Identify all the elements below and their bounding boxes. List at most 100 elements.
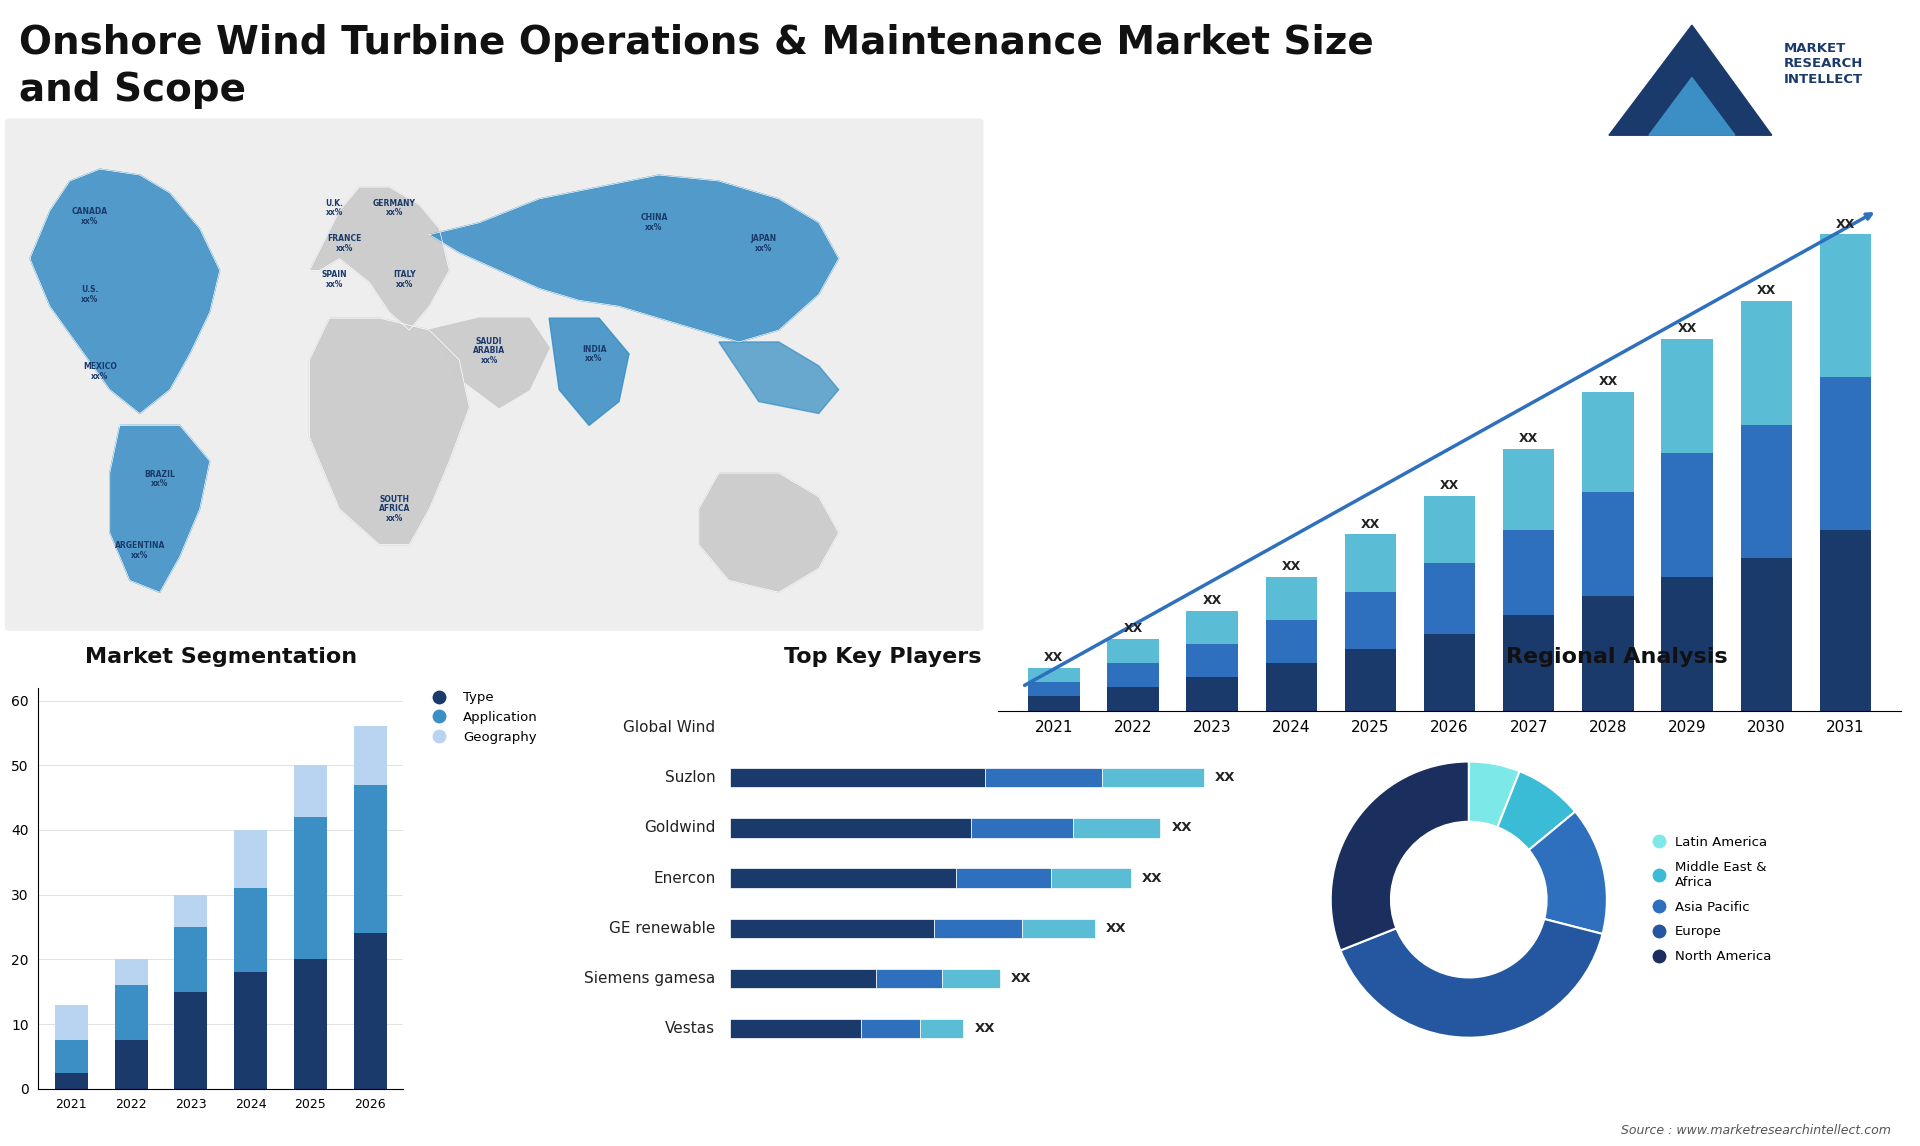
Bar <box>1661 578 1713 711</box>
Bar <box>1344 591 1396 649</box>
Bar <box>730 869 956 888</box>
Bar <box>1265 620 1317 662</box>
Bar <box>294 766 326 817</box>
Text: XX: XX <box>1123 622 1142 635</box>
Polygon shape <box>109 425 209 592</box>
Legend: Type, Application, Geography: Type, Application, Geography <box>420 686 543 749</box>
Text: Global Wind: Global Wind <box>624 720 716 736</box>
Text: CHINA
xx%: CHINA xx% <box>639 213 668 233</box>
Bar <box>1187 611 1238 644</box>
Bar <box>353 785 386 934</box>
Polygon shape <box>1649 78 1736 135</box>
Bar <box>1820 377 1872 529</box>
Text: Onshore Wind Turbine Operations & Maintenance Market Size
and Scope: Onshore Wind Turbine Operations & Mainte… <box>19 24 1375 109</box>
Bar <box>294 817 326 959</box>
Text: Vestas: Vestas <box>664 1021 716 1036</box>
Bar <box>175 895 207 927</box>
Polygon shape <box>309 187 449 330</box>
Text: MEXICO
xx%: MEXICO xx% <box>83 362 117 382</box>
Text: XX: XX <box>973 1022 995 1035</box>
Bar <box>353 934 386 1089</box>
Bar <box>1582 492 1634 596</box>
Bar <box>1820 529 1872 711</box>
Text: FRANCE
xx%: FRANCE xx% <box>326 234 361 253</box>
Bar <box>730 1019 862 1038</box>
Text: Market Segmentation: Market Segmentation <box>84 647 357 667</box>
Polygon shape <box>549 319 630 425</box>
Bar <box>56 1005 88 1041</box>
Bar <box>175 991 207 1089</box>
Wedge shape <box>1340 919 1603 1037</box>
Text: Siemens gamesa: Siemens gamesa <box>584 971 716 986</box>
Bar <box>234 888 267 972</box>
Text: XX: XX <box>1283 560 1302 573</box>
Text: JAPAN
xx%: JAPAN xx% <box>751 234 778 253</box>
Bar <box>1820 235 1872 377</box>
Bar <box>1050 869 1131 888</box>
Bar <box>1425 635 1475 711</box>
Text: SAUDI
ARABIA
xx%: SAUDI ARABIA xx% <box>472 337 505 366</box>
Bar <box>56 1041 88 1073</box>
Bar <box>730 768 985 787</box>
Text: XX: XX <box>1215 771 1236 784</box>
Bar <box>1265 662 1317 711</box>
Bar <box>1265 578 1317 620</box>
Text: BRAZIL
xx%: BRAZIL xx% <box>144 470 175 488</box>
Text: MARKET
RESEARCH
INTELLECT: MARKET RESEARCH INTELLECT <box>1784 41 1864 86</box>
Bar <box>956 869 1050 888</box>
Text: CANADA
xx%: CANADA xx% <box>71 207 108 226</box>
Bar <box>1027 697 1079 711</box>
Bar <box>115 986 148 1041</box>
Text: U.K.
xx%: U.K. xx% <box>326 198 344 218</box>
Bar <box>1582 392 1634 492</box>
Bar <box>1102 768 1204 787</box>
Text: Regional Analysis: Regional Analysis <box>1505 647 1728 667</box>
Text: SPAIN
xx%: SPAIN xx% <box>323 270 348 289</box>
Bar <box>985 768 1102 787</box>
Bar <box>920 1019 964 1038</box>
FancyBboxPatch shape <box>6 118 983 631</box>
Bar <box>1661 454 1713 578</box>
Bar <box>1741 425 1791 558</box>
Bar <box>862 1019 920 1038</box>
Polygon shape <box>699 473 839 592</box>
Bar <box>1027 682 1079 697</box>
Text: Top Key Players: Top Key Players <box>785 647 981 667</box>
Bar <box>1503 529 1555 615</box>
Text: XX: XX <box>1678 322 1697 336</box>
Text: XX: XX <box>1202 594 1221 606</box>
Bar <box>1108 662 1158 686</box>
Bar <box>1582 596 1634 711</box>
Bar <box>56 1073 88 1089</box>
Polygon shape <box>309 319 468 544</box>
Text: XX: XX <box>1361 518 1380 531</box>
Wedge shape <box>1469 762 1519 827</box>
Text: Suzlon: Suzlon <box>664 770 716 785</box>
Bar <box>1661 339 1713 454</box>
Text: GERMANY
xx%: GERMANY xx% <box>372 198 417 218</box>
Bar <box>294 959 326 1089</box>
Text: XX: XX <box>1010 972 1031 984</box>
Text: XX: XX <box>1106 921 1127 935</box>
Bar <box>1187 644 1238 677</box>
Text: XX: XX <box>1757 284 1776 297</box>
Polygon shape <box>430 319 549 408</box>
Text: GE renewable: GE renewable <box>609 920 716 936</box>
Bar <box>876 968 941 988</box>
Bar <box>972 818 1073 838</box>
Legend: Latin America, Middle East &
Africa, Asia Pacific, Europe, North America: Latin America, Middle East & Africa, Asi… <box>1647 831 1776 968</box>
Bar <box>1425 496 1475 563</box>
Text: XX: XX <box>1171 822 1192 834</box>
Bar <box>115 1041 148 1089</box>
Text: Enercon: Enercon <box>653 871 716 886</box>
Wedge shape <box>1498 771 1574 850</box>
Text: INDIA
xx%: INDIA xx% <box>582 345 607 363</box>
Bar <box>730 968 876 988</box>
Text: XX: XX <box>1142 872 1164 885</box>
Bar <box>1108 639 1158 662</box>
Bar <box>175 927 207 991</box>
Text: XX: XX <box>1440 479 1459 493</box>
Bar <box>1344 649 1396 711</box>
Text: ITALY
xx%: ITALY xx% <box>394 270 415 289</box>
Bar <box>1503 615 1555 711</box>
